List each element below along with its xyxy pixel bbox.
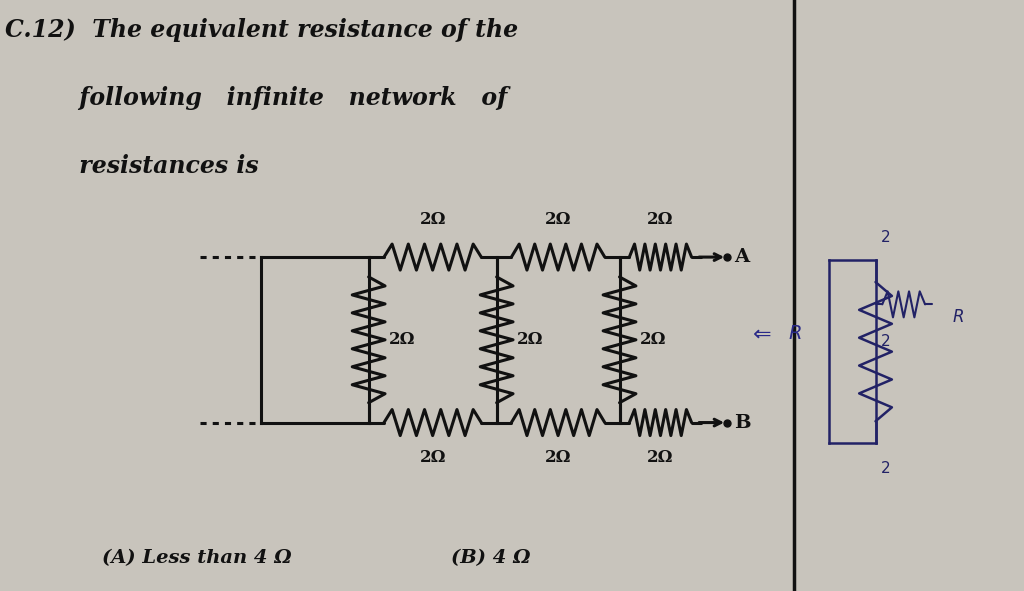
Text: 2: 2 bbox=[881, 334, 890, 349]
Text: 2Ω: 2Ω bbox=[389, 332, 416, 348]
Text: 2Ω: 2Ω bbox=[517, 332, 544, 348]
Text: 2Ω: 2Ω bbox=[640, 332, 667, 348]
Text: 2Ω: 2Ω bbox=[420, 449, 445, 466]
Text: 2Ω: 2Ω bbox=[545, 449, 571, 466]
Text: (B) 4 Ω: (B) 4 Ω bbox=[451, 550, 530, 567]
Text: $\Leftarrow$: $\Leftarrow$ bbox=[748, 324, 771, 344]
Text: 2: 2 bbox=[881, 230, 890, 245]
Text: 2Ω: 2Ω bbox=[545, 210, 571, 228]
Text: (A) Less than 4 Ω: (A) Less than 4 Ω bbox=[102, 550, 292, 567]
Text: R: R bbox=[952, 308, 964, 326]
Text: 2Ω: 2Ω bbox=[420, 210, 445, 228]
Text: 2Ω: 2Ω bbox=[647, 449, 674, 466]
Text: R: R bbox=[788, 324, 802, 343]
Text: 2Ω: 2Ω bbox=[647, 210, 674, 228]
Text: 2: 2 bbox=[881, 461, 890, 476]
Text: following   infinite   network   of: following infinite network of bbox=[5, 86, 507, 110]
Text: C.12)  The equivalent resistance of the: C.12) The equivalent resistance of the bbox=[5, 18, 518, 42]
Text: A: A bbox=[734, 248, 750, 266]
Text: resistances is: resistances is bbox=[5, 154, 259, 178]
Text: B: B bbox=[734, 414, 751, 431]
